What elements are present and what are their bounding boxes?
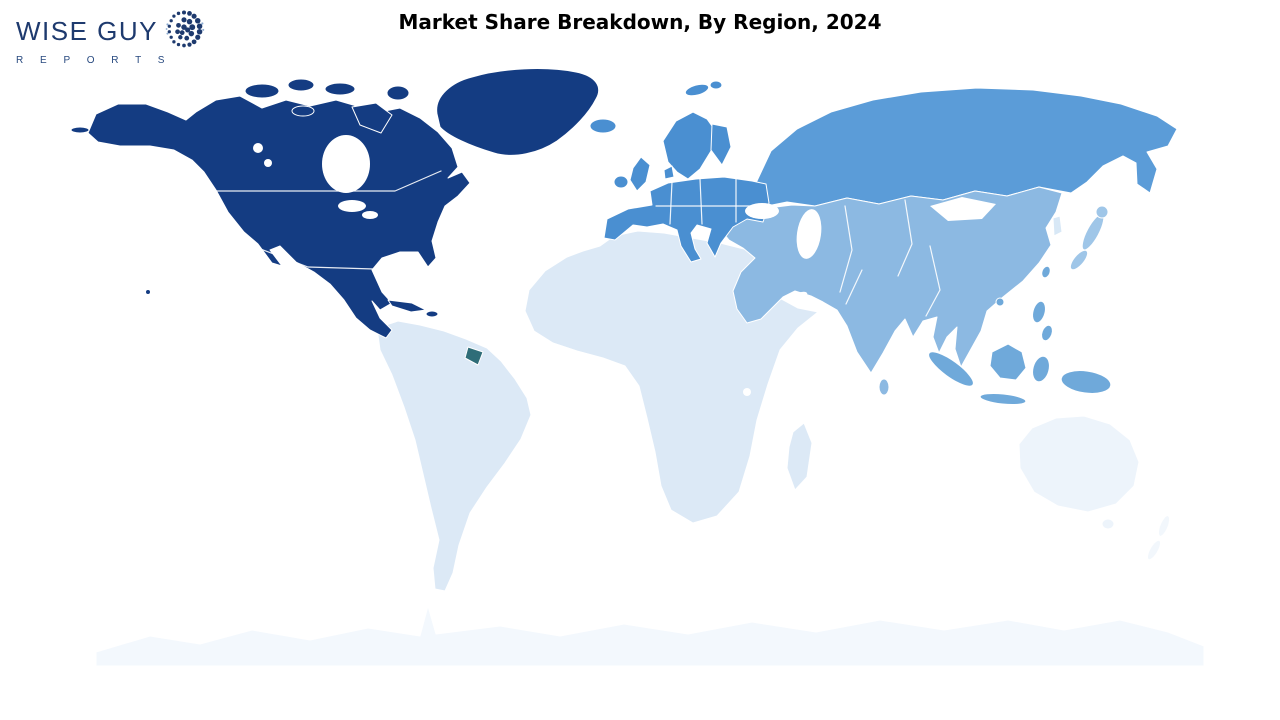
region-new-guinea (1060, 370, 1112, 394)
chart-title: Market Share Breakdown, By Region, 2024 (398, 10, 882, 34)
region-hainan (995, 297, 1005, 307)
border-europe-1 (669, 181, 673, 225)
border-india-west (845, 269, 863, 305)
caspian-sea (796, 209, 822, 259)
region-japan-hokkaido (1095, 205, 1109, 219)
border-europe-2 (699, 178, 703, 225)
region-arctic-island-1 (244, 83, 280, 99)
region-arctic-island-4 (291, 105, 315, 117)
region-borneo (989, 343, 1027, 381)
region-new-zealand-south (1147, 539, 1161, 561)
region-java (979, 392, 1027, 406)
region-finland (710, 123, 732, 166)
border-central-asia-1 (839, 205, 853, 293)
region-tasmania (1101, 518, 1115, 530)
wiseguy-logo: WISE GUY (16, 8, 206, 66)
region-sumatra (928, 351, 974, 387)
region-greenland (436, 68, 600, 156)
region-baffin-island (351, 102, 393, 134)
region-australia (1018, 415, 1140, 513)
region-arctic-island-3 (324, 82, 356, 96)
great-bear-lake (253, 143, 263, 153)
border-us-canada (211, 170, 442, 192)
border-central-asia-2 (897, 199, 913, 277)
region-madagascar (786, 422, 813, 491)
region-united-kingdom (629, 156, 651, 192)
region-south-america (376, 320, 532, 592)
region-korea (1052, 215, 1063, 237)
dot-head-light-dots (165, 22, 205, 35)
lake-victoria (743, 388, 751, 396)
great-lakes (338, 200, 366, 212)
region-taiwan (1041, 265, 1051, 279)
dot-head-dark-dots (167, 10, 203, 48)
logo-reports-text: R E P O R T S (16, 55, 172, 66)
region-denmark (663, 165, 675, 180)
region-sri-lanka (878, 378, 890, 396)
region-hawaii (145, 289, 151, 295)
region-svalbard-east (709, 80, 723, 90)
region-arctic-island-5 (386, 85, 410, 101)
region-cuba (387, 299, 427, 313)
region-north-america-mainland (87, 95, 471, 339)
border-us-mexico (249, 244, 375, 270)
dot-head-logo-icon (165, 10, 205, 48)
region-japan-kyushu (1069, 249, 1089, 271)
region-arctic-island-2 (287, 78, 315, 92)
region-europe-mainland (603, 176, 770, 263)
region-ireland (613, 175, 629, 189)
region-hispaniola (425, 310, 439, 318)
region-sulawesi (1032, 355, 1050, 383)
hudson-bay (322, 135, 370, 193)
region-new-zealand-north (1157, 515, 1171, 537)
region-russia (755, 87, 1178, 207)
region-svalbard (684, 83, 710, 97)
region-iceland (589, 118, 617, 134)
logo-wordmark: WISE GUY (16, 15, 159, 46)
region-aleutians (70, 126, 90, 134)
black-sea (745, 203, 779, 219)
logo-main-row: WISE GUY (16, 8, 206, 54)
great-slave-lake (264, 159, 272, 167)
region-french-guiana (464, 346, 484, 366)
great-lakes-east (362, 211, 378, 219)
region-philippines-mindanao (1041, 324, 1053, 342)
border-china-south (925, 245, 941, 317)
region-philippines-luzon (1032, 300, 1046, 324)
region-antarctica (95, 605, 1205, 667)
persian-gulf (790, 291, 808, 303)
mongolia-gap (930, 197, 996, 221)
